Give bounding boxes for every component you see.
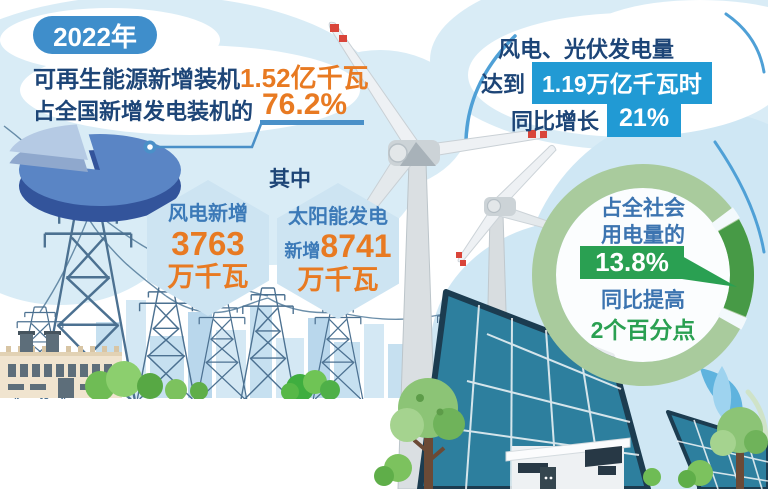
wind-label: 风电新增 <box>168 202 248 225</box>
share-value: 76.2% <box>262 88 348 121</box>
solar-value: 8741 <box>320 228 392 265</box>
share-label: 占全国新增发电装机的 <box>33 99 254 124</box>
solar-label: 太阳能发电 <box>288 206 388 229</box>
growth-value-box: 21% <box>607 102 682 137</box>
reach-value-box: 1.19万亿千瓦时 <box>532 62 712 104</box>
wind-unit: 万千瓦 <box>167 262 249 293</box>
capacity-value: 1.52亿千瓦 <box>240 63 369 93</box>
breakdown-heading: 其中 <box>269 168 311 191</box>
capacity-line: 可再生能源新增装机 1.52亿千瓦 <box>33 58 369 95</box>
right-trees <box>374 378 768 489</box>
solar-value-prefix: 新增 <box>284 241 321 262</box>
ground-white <box>0 399 440 489</box>
solar-station-building <box>505 437 631 489</box>
generation-growth-row: 同比增长 21% <box>511 102 682 137</box>
growth-label: 同比增长 <box>511 108 600 134</box>
pie-chart-3d <box>9 124 181 223</box>
solar-unit: 万千瓦 <box>297 264 379 295</box>
pie-leader-line <box>143 120 364 154</box>
donut-pointer <box>682 256 737 287</box>
solar-value-row: 新增 8741 <box>284 230 391 264</box>
generation-title: 风电、光伏发电量 <box>498 37 675 62</box>
left-bushes <box>85 361 340 402</box>
donut-line3: 同比提高 <box>601 289 685 312</box>
reach-label: 达到 <box>481 72 526 97</box>
donut-line1: 占全社会 <box>601 197 685 220</box>
capacity-label: 可再生能源新增装机 <box>33 66 240 92</box>
wind-value: 3763 <box>171 224 245 262</box>
donut-line2: 用电量的 <box>601 224 685 247</box>
donut-value-box: 13.8% <box>580 246 684 279</box>
year-badge: 2022年 <box>33 16 157 54</box>
donut-line4: 2个百分点 <box>590 317 696 343</box>
year-badge-label: 2022年 <box>53 21 137 52</box>
water-swooshes <box>700 366 743 422</box>
generation-reach-row: 达到 1.19万亿千瓦时 <box>481 62 712 104</box>
